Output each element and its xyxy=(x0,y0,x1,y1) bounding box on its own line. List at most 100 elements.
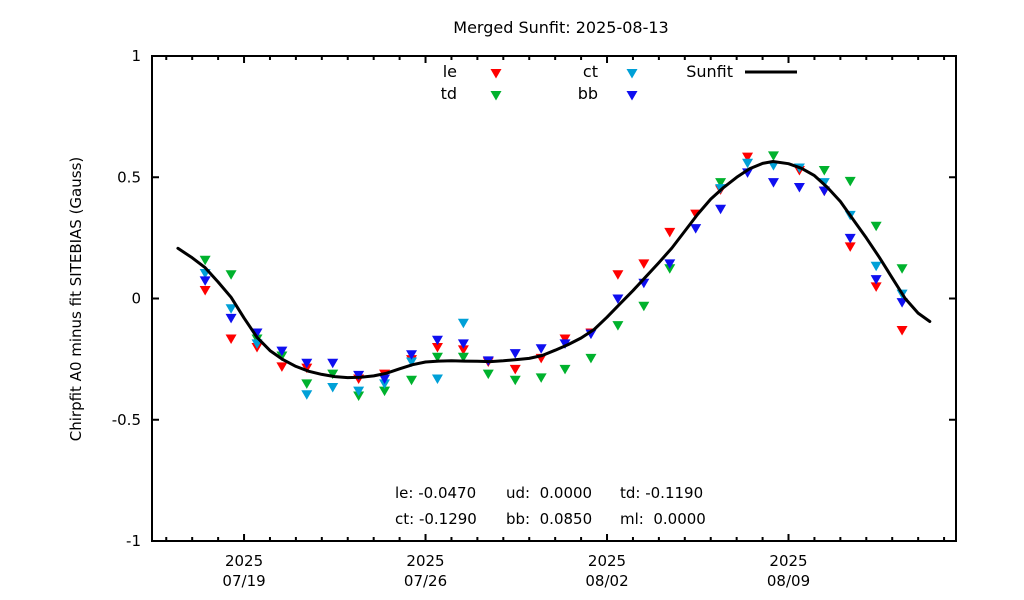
data-point-le xyxy=(844,242,856,252)
data-point-td xyxy=(199,255,211,266)
legend-label-td: td xyxy=(441,84,457,103)
x-tick-label-date: 08/02 xyxy=(585,572,628,590)
x-tick-label-year: 2025 xyxy=(769,552,807,570)
stats-ct: ct: -0.1290 xyxy=(395,510,477,528)
legend-label-sunfit: Sunfit xyxy=(686,62,733,81)
data-point-le xyxy=(638,259,650,269)
x-tick-label-year: 2025 xyxy=(588,552,626,570)
data-point-ct xyxy=(406,357,418,368)
data-point-ct xyxy=(767,161,779,171)
y-axis-label: Chirpfit A0 minus fit SITEBIAS (Gauss) xyxy=(67,157,85,442)
data-point-bb xyxy=(301,358,313,369)
data-point-ct xyxy=(301,390,313,400)
x-tick-label-date: 08/09 xyxy=(767,572,810,590)
data-point-ct xyxy=(379,379,391,389)
data-point-bb xyxy=(327,358,339,369)
data-point-bb xyxy=(199,276,211,286)
data-point-td xyxy=(431,352,443,363)
data-point-td xyxy=(585,353,597,364)
data-point-ct xyxy=(870,261,882,272)
stats-bb: bb: 0.0850 xyxy=(506,510,592,528)
data-point-bb xyxy=(715,204,727,215)
data-point-le xyxy=(509,364,521,375)
data-point-bb xyxy=(225,313,237,324)
stats-annotation: le: -0.0470 ud: 0.0000 td: -0.1190 ct: -… xyxy=(395,484,706,528)
data-point-bb xyxy=(431,335,443,346)
data-point-td xyxy=(276,351,288,361)
data-point-td xyxy=(715,178,727,188)
stats-td: td: -0.1190 xyxy=(620,484,703,502)
data-point-td xyxy=(870,221,882,232)
data-point-le xyxy=(742,152,754,163)
data-point-td xyxy=(457,352,469,363)
y-tick-label: 1 xyxy=(131,47,141,65)
data-point-bb xyxy=(767,178,779,188)
legend-marker-bb xyxy=(626,91,638,101)
data-point-td xyxy=(509,375,521,386)
data-point-bb xyxy=(844,233,856,244)
stats-le: le: -0.0470 xyxy=(395,484,476,502)
plot-border xyxy=(151,55,957,542)
y-tick-label: 0.5 xyxy=(117,168,141,186)
data-point-td xyxy=(225,270,237,280)
data-point-bb xyxy=(509,349,521,359)
data-point-le xyxy=(457,345,469,355)
stats-ud: ud: 0.0000 xyxy=(506,484,592,502)
x-tick-label-date: 07/26 xyxy=(404,572,447,590)
data-point-bb xyxy=(457,339,469,349)
data-point-bb xyxy=(535,344,547,354)
legend-marker-le xyxy=(490,69,502,79)
data-point-td xyxy=(353,391,365,401)
data-point-le xyxy=(431,343,443,353)
legend: le ct td bb Sunfit xyxy=(441,62,797,103)
data-point-td xyxy=(664,264,676,274)
data-point-ct xyxy=(353,386,365,397)
data-points xyxy=(199,151,908,401)
data-point-bb xyxy=(870,275,882,285)
data-point-ct xyxy=(431,374,443,385)
data-point-td xyxy=(638,301,650,312)
data-point-td xyxy=(844,176,856,187)
x-tick-label-year: 2025 xyxy=(225,552,263,570)
legend-label-bb: bb xyxy=(578,84,598,103)
data-point-le xyxy=(301,363,313,374)
data-point-le xyxy=(225,334,237,345)
data-point-le xyxy=(896,326,908,336)
data-point-bb xyxy=(379,374,391,385)
data-point-td xyxy=(379,386,391,397)
data-point-td xyxy=(301,379,313,389)
sunfit-curve xyxy=(176,160,932,380)
data-point-td xyxy=(327,369,339,380)
legend-marker-ct xyxy=(626,69,638,79)
data-point-bb xyxy=(406,350,418,360)
data-point-ct xyxy=(327,383,339,393)
data-point-td xyxy=(896,264,908,274)
sunfit-curve-layer xyxy=(176,160,932,380)
data-point-ct xyxy=(742,158,754,169)
x-tick-label-year: 2025 xyxy=(406,552,444,570)
axis-ticks: 2025 07/19 2025 07/26 2025 08/02 2025 08/09 1 0.5… xyxy=(112,47,956,590)
data-point-bb xyxy=(793,182,805,193)
data-point-ct xyxy=(225,304,237,314)
legend-marker-td xyxy=(490,91,502,101)
stats-ml: ml: 0.0000 xyxy=(620,510,706,528)
data-point-le xyxy=(199,286,211,296)
data-point-le xyxy=(612,270,624,280)
data-point-td xyxy=(612,321,624,331)
data-point-td xyxy=(482,369,494,380)
chart-title: Merged Sunfit: 2025-08-13 xyxy=(453,18,668,37)
data-point-td xyxy=(406,375,418,386)
y-tick-label: -0.5 xyxy=(112,411,141,429)
data-point-le xyxy=(276,362,288,372)
data-point-td xyxy=(818,165,830,176)
x-tick-label-date: 07/19 xyxy=(222,572,265,590)
data-point-td xyxy=(559,364,571,375)
y-tick-label: -1 xyxy=(126,532,141,550)
data-point-le xyxy=(559,334,571,345)
data-point-le xyxy=(664,227,676,238)
y-tick-label: 0 xyxy=(131,290,141,308)
legend-label-ct: ct xyxy=(583,62,598,81)
data-point-bb xyxy=(612,294,624,304)
data-point-le xyxy=(870,282,882,292)
